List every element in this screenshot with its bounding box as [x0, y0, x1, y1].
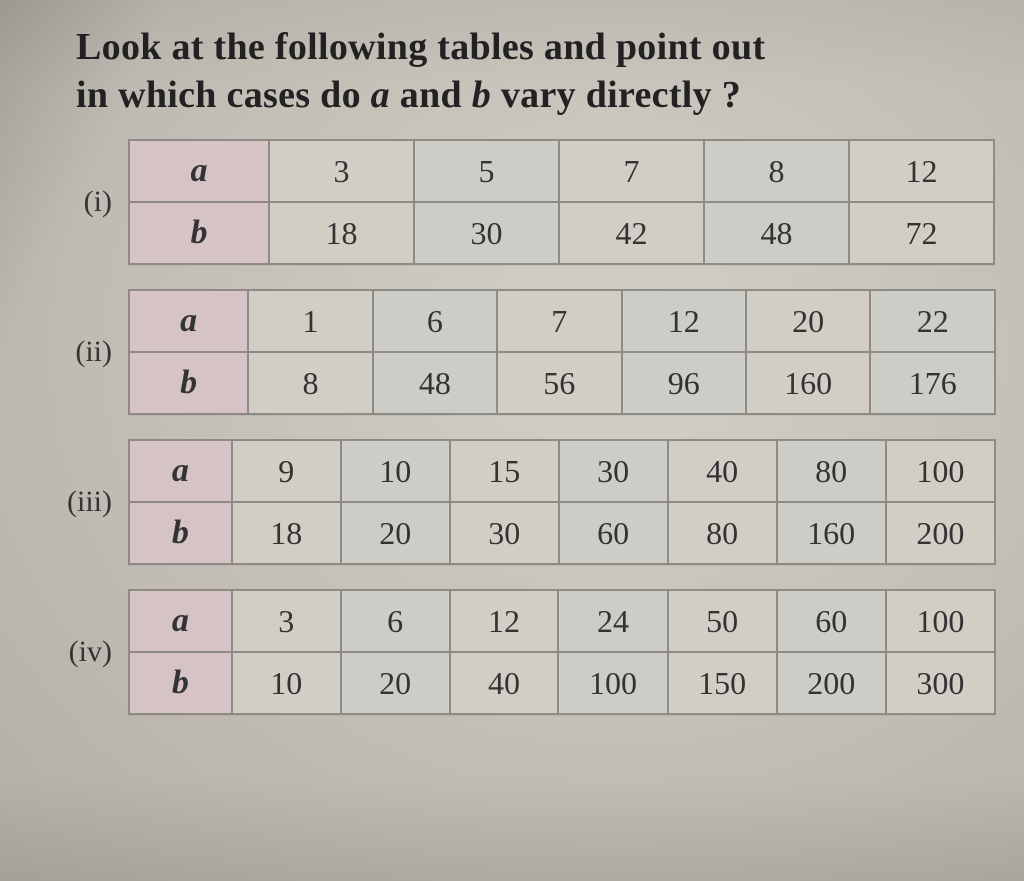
table-row: (iv)a3612245060100b102040100150200300: [36, 589, 996, 715]
cell-a: 22: [870, 290, 995, 352]
cell-a: 15: [450, 440, 559, 502]
table-marker: (iii): [36, 485, 128, 519]
cell-a: 3: [269, 140, 414, 202]
cell-a: 20: [746, 290, 871, 352]
cell-b: 42: [559, 202, 704, 264]
row-label-b: b: [129, 352, 248, 414]
cell-b: 10: [232, 652, 341, 714]
cell-a: 5: [414, 140, 559, 202]
cell-b: 30: [414, 202, 559, 264]
question-var-b: b: [472, 74, 491, 116]
cell-b: 8: [248, 352, 372, 414]
cell-b: 48: [704, 202, 849, 264]
cell-a: 7: [497, 290, 621, 352]
cell-b: 96: [622, 352, 746, 414]
cell-a: 7: [559, 140, 704, 202]
data-table: a91015304080100b1820306080160200: [128, 439, 996, 565]
cell-a: 3: [232, 590, 341, 652]
data-table: a167122022 b8485696160176: [128, 289, 996, 415]
question-text: Look at the following tables and point o…: [36, 18, 996, 139]
cell-b: 160: [777, 502, 886, 564]
cell-a: 50: [668, 590, 777, 652]
table-marker: (i): [36, 185, 128, 219]
cell-b: 30: [450, 502, 559, 564]
cell-a: 12: [622, 290, 746, 352]
cell-a: 1: [248, 290, 372, 352]
row-label-a: a: [129, 140, 269, 202]
cell-a: 6: [341, 590, 450, 652]
cell-a: 8: [704, 140, 849, 202]
cell-b: 200: [777, 652, 886, 714]
cell-b: 100: [558, 652, 667, 714]
question-line2-pre: in which cases do: [76, 74, 371, 116]
cell-a: 10: [341, 440, 450, 502]
table-row: (i)a357812 b1830424872: [36, 139, 996, 265]
cell-b: 200: [886, 502, 995, 564]
cell-a: 30: [559, 440, 668, 502]
cell-b: 80: [668, 502, 777, 564]
row-label-a: a: [129, 440, 232, 502]
cell-b: 40: [450, 652, 559, 714]
cell-a: 12: [450, 590, 559, 652]
question-line2-post: vary directly ?: [491, 74, 741, 116]
table-row: (ii)a167122022 b8485696160176: [36, 289, 996, 415]
cell-b: 20: [341, 502, 450, 564]
cell-b: 18: [232, 502, 341, 564]
cell-b: 60: [559, 502, 668, 564]
cell-a: 100: [886, 590, 995, 652]
tables-container: (i)a357812b1830424872(ii)a167122022b8485…: [36, 139, 996, 715]
cell-b: 56: [497, 352, 621, 414]
cell-b: 176: [870, 352, 995, 414]
table-row: (iii)a91015304080100b1820306080160200: [36, 439, 996, 565]
cell-a: 80: [777, 440, 886, 502]
table-marker: (iv): [36, 635, 128, 669]
data-table: a357812 b1830424872: [128, 139, 995, 265]
cell-a: 9: [232, 440, 341, 502]
cell-b: 300: [886, 652, 995, 714]
row-label-b: b: [129, 502, 232, 564]
data-table: a3612245060100b102040100150200300: [128, 589, 996, 715]
cell-a: 40: [668, 440, 777, 502]
cell-b: 20: [341, 652, 450, 714]
cell-b: 150: [668, 652, 777, 714]
cell-a: 60: [777, 590, 886, 652]
cell-b: 18: [269, 202, 414, 264]
question-line1: Look at the following tables and point o…: [76, 26, 765, 68]
question-var-a: a: [371, 74, 390, 116]
cell-a: 6: [373, 290, 497, 352]
cell-a: 100: [886, 440, 995, 502]
cell-a: 12: [849, 140, 994, 202]
table-marker: (ii): [36, 335, 128, 369]
page: Look at the following tables and point o…: [0, 0, 1024, 881]
question-line2-mid: and: [390, 74, 472, 116]
row-label-a: a: [129, 590, 232, 652]
cell-a: 24: [558, 590, 667, 652]
row-label-b: b: [129, 202, 269, 264]
cell-b: 48: [373, 352, 497, 414]
cell-b: 160: [746, 352, 871, 414]
row-label-a: a: [129, 290, 248, 352]
cell-b: 72: [849, 202, 994, 264]
row-label-b: b: [129, 652, 232, 714]
